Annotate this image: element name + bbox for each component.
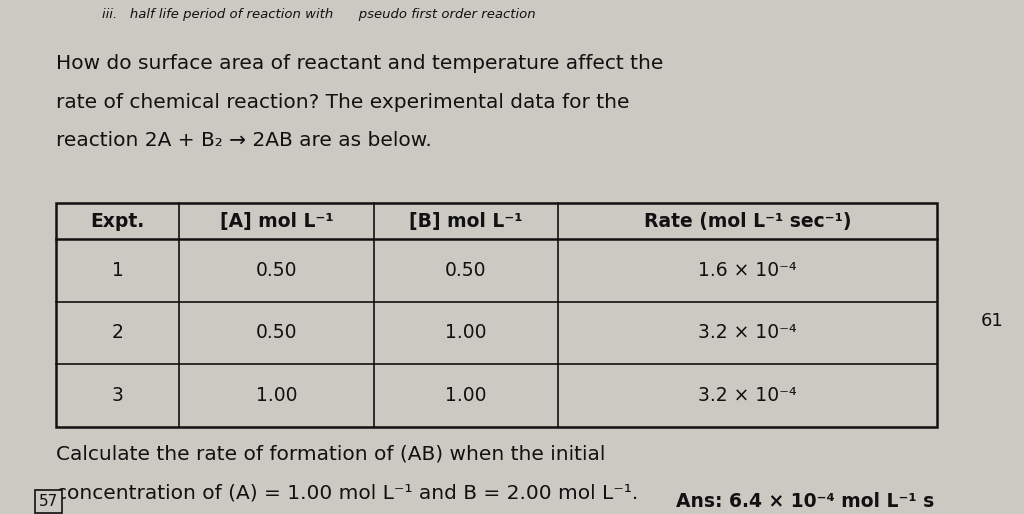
Text: 0.50: 0.50 — [445, 261, 486, 280]
Text: 1.00: 1.00 — [256, 386, 297, 405]
Text: Rate (mol L⁻¹ sec⁻¹): Rate (mol L⁻¹ sec⁻¹) — [644, 212, 851, 230]
Text: [A] mol L⁻¹: [A] mol L⁻¹ — [220, 212, 333, 230]
Text: Ans: 6.4 × 10⁻⁴ mol L⁻¹ s: Ans: 6.4 × 10⁻⁴ mol L⁻¹ s — [676, 492, 934, 511]
Text: 2: 2 — [112, 323, 124, 342]
Text: Calculate the rate of formation of (AB) when the initial: Calculate the rate of formation of (AB) … — [56, 445, 605, 464]
Text: 3.2 × 10⁻⁴: 3.2 × 10⁻⁴ — [698, 323, 797, 342]
Text: reaction 2A + B₂ → 2AB are as below.: reaction 2A + B₂ → 2AB are as below. — [56, 131, 432, 150]
Text: 0.50: 0.50 — [256, 323, 297, 342]
Text: iii.   half life period of reaction with      pseudo first order reaction: iii. half life period of reaction with p… — [102, 8, 536, 21]
Text: Expt.: Expt. — [91, 212, 144, 230]
Text: concentration of (A) = 1.00 mol L⁻¹ and B = 2.00 mol L⁻¹.: concentration of (A) = 1.00 mol L⁻¹ and … — [56, 483, 639, 502]
Text: [B] mol L⁻¹: [B] mol L⁻¹ — [410, 212, 522, 230]
Text: 1: 1 — [112, 261, 124, 280]
Text: 3.2 × 10⁻⁴: 3.2 × 10⁻⁴ — [698, 386, 797, 405]
Text: 1.6 × 10⁻⁴: 1.6 × 10⁻⁴ — [698, 261, 797, 280]
Text: 61: 61 — [981, 312, 1004, 331]
Text: 3: 3 — [112, 386, 124, 405]
Text: 1.00: 1.00 — [445, 323, 486, 342]
Text: 57: 57 — [39, 494, 58, 509]
Text: rate of chemical reaction? The experimental data for the: rate of chemical reaction? The experimen… — [56, 93, 630, 112]
Text: 0.50: 0.50 — [256, 261, 297, 280]
Bar — [56, 203, 937, 427]
Text: How do surface area of reactant and temperature affect the: How do surface area of reactant and temp… — [56, 54, 664, 73]
Text: 1.00: 1.00 — [445, 386, 486, 405]
